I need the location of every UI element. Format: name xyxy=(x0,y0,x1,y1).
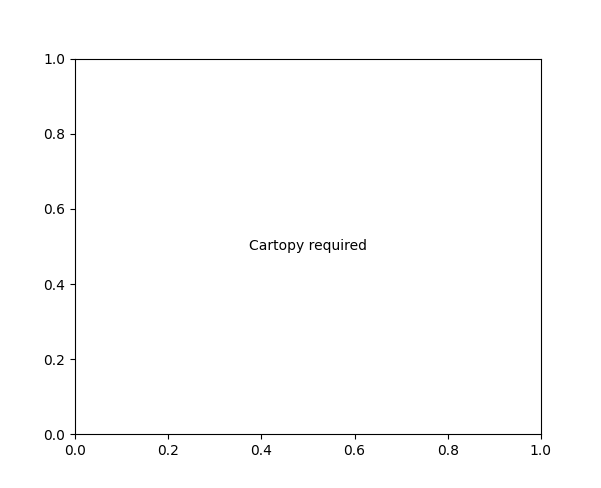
Text: Cartopy required: Cartopy required xyxy=(249,240,367,253)
